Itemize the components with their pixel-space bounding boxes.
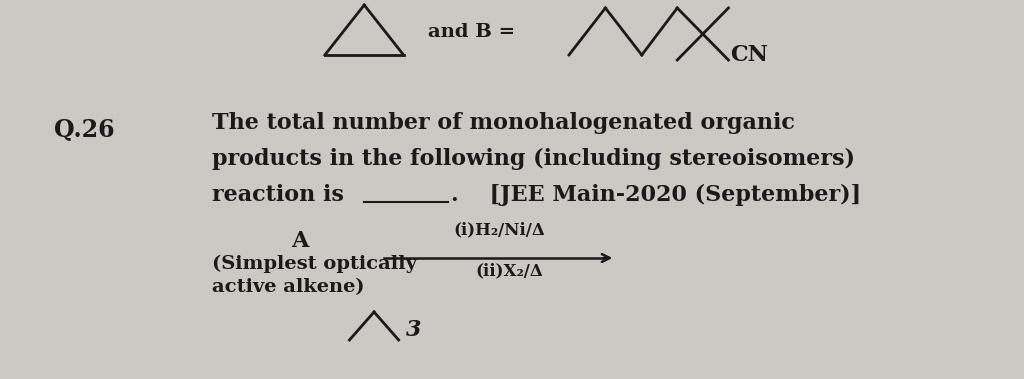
Text: reaction is: reaction is [212,184,343,206]
Text: A: A [292,230,309,252]
Text: 3: 3 [406,319,421,341]
Text: active alkene): active alkene) [212,278,365,296]
Text: CN: CN [730,44,768,66]
Text: products in the following (including stereoisomers): products in the following (including ste… [212,148,855,170]
Text: Q.26: Q.26 [54,118,115,142]
Text: and B =: and B = [428,23,515,41]
Text: .    [JEE Main-2020 (September)]: . [JEE Main-2020 (September)] [451,184,861,206]
Text: (ii)X₂/Δ: (ii)X₂/Δ [475,262,544,279]
Text: (Simplest optically: (Simplest optically [212,255,417,273]
Text: (i)H₂/Ni/Δ: (i)H₂/Ni/Δ [454,221,546,238]
Text: The total number of monohalogenated organic: The total number of monohalogenated orga… [212,112,795,134]
